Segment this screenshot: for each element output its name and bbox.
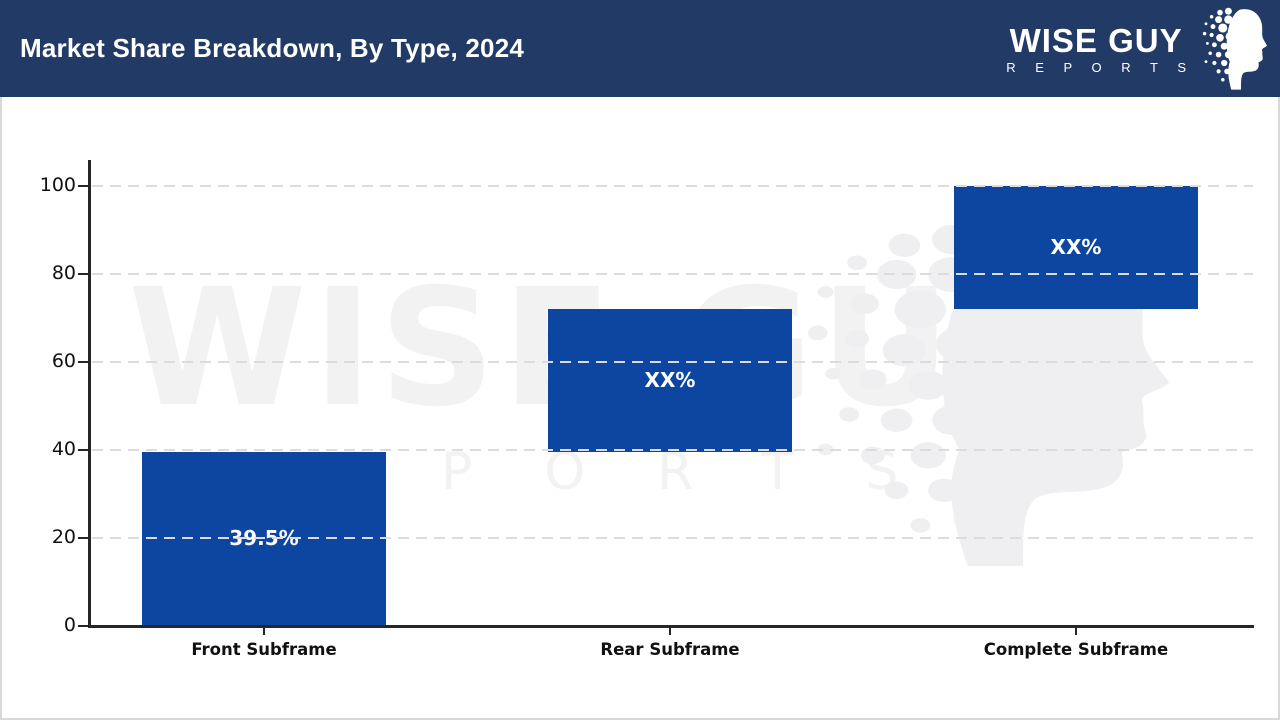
grid-line [92, 537, 1253, 539]
logo-wordmark: WISE GUY [1009, 21, 1183, 59]
bar-value-label: XX% [644, 367, 696, 392]
wise-guy-reports-logo: WISE GUY R E P O R T S [998, 7, 1270, 91]
page-border-bottom [0, 718, 1280, 720]
logo-subtitle: R E P O R T S [1006, 59, 1194, 75]
y-tick-label: 100 [39, 174, 76, 196]
page-border-right [1278, 97, 1280, 720]
grid-line [92, 449, 1253, 451]
y-axis-line [88, 160, 91, 628]
y-tick-label: 20 [51, 526, 76, 548]
y-tick-mark [78, 537, 89, 539]
header-bar: Market Share Breakdown, By Type, 2024 WI… [0, 0, 1280, 97]
waterfall-bar: XX% [548, 309, 792, 453]
page-border-left [0, 97, 2, 720]
y-tick-label: 60 [51, 350, 76, 372]
grid-line [92, 185, 1253, 187]
x-tick-mark [669, 628, 671, 635]
y-tick-mark [78, 361, 89, 363]
y-tick-label: 0 [63, 614, 76, 636]
waterfall-bar: 39.5% [142, 452, 386, 626]
x-axis-line [88, 625, 1254, 628]
y-tick-label: 80 [51, 262, 76, 284]
x-category-label: Front Subframe [191, 640, 337, 659]
y-tick-mark [78, 449, 89, 451]
y-tick-mark [78, 185, 89, 187]
y-tick-mark [78, 625, 89, 627]
grid-line [92, 361, 1253, 363]
x-tick-mark [263, 628, 265, 635]
y-tick-label: 40 [51, 438, 76, 460]
x-category-label: Rear Subframe [600, 640, 740, 659]
bar-value-label: XX% [1050, 234, 1102, 259]
grid-line [92, 273, 1253, 275]
page-title: Market Share Breakdown, By Type, 2024 [20, 33, 525, 63]
x-tick-mark [1075, 628, 1077, 635]
y-tick-mark [78, 273, 89, 275]
dotted-head-logo-icon [1202, 7, 1267, 90]
logo-text: WISE GUY R E P O R T S [998, 24, 1194, 74]
waterfall-bar: XX% [954, 186, 1198, 310]
x-category-label: Complete Subframe [983, 640, 1169, 659]
